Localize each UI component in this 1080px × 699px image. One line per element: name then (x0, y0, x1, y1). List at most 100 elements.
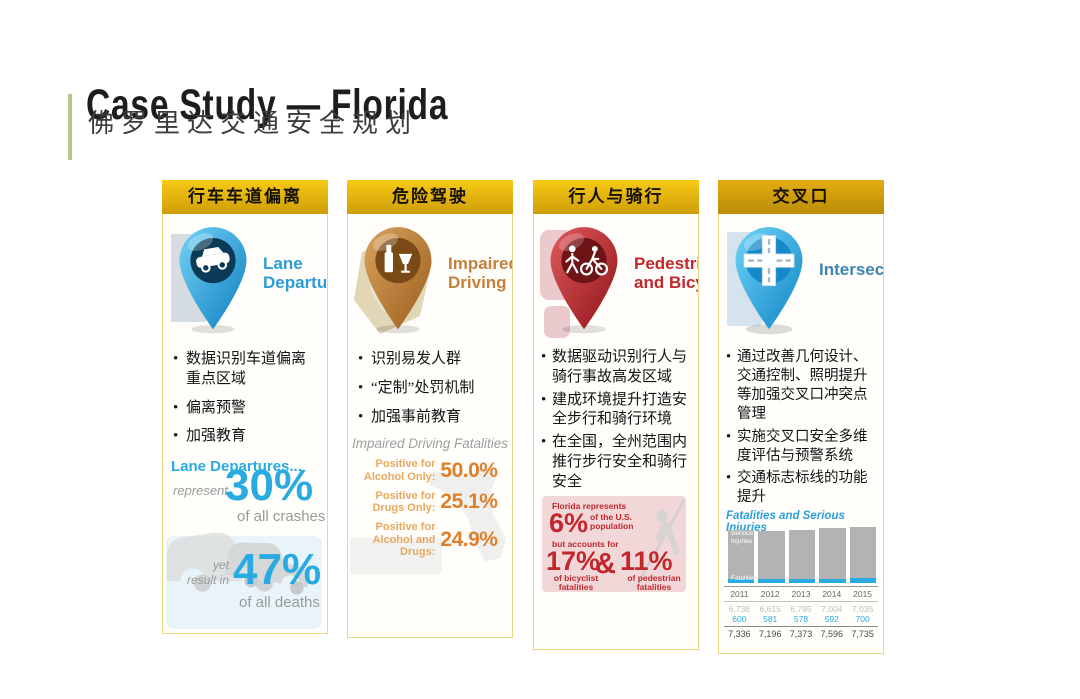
table-cell: 592 (824, 614, 839, 624)
table-cell: 578 (793, 614, 809, 624)
table-cell: 6,795 (790, 604, 812, 614)
chart-bars (728, 527, 877, 583)
stat-caption-deaths: of all deaths (239, 594, 320, 612)
page-subtitle: 佛罗里达交通安全规划 (88, 109, 419, 138)
pedestrian-bicycle-icon (565, 245, 609, 276)
column-intersections: 交叉口 (718, 180, 884, 654)
column-lane-departure: 行车车道偏离 (162, 180, 328, 634)
column-body: Intersections 通过改善几何设计、交通控制、照明提升等加强交叉口冲突… (718, 214, 884, 654)
year-row: 2011 2012 2013 2014 2015 (724, 586, 878, 602)
pin-label-lane-departures: Lane Departures (263, 254, 327, 293)
table-cell: 7,035 (851, 604, 874, 614)
stat-value-crashes: 30% (225, 461, 314, 511)
stat-label: Positive for Alcohol Only: (363, 458, 436, 484)
bullet-item: 加强事前教育 (358, 408, 504, 428)
table-cell: 2013 (791, 589, 811, 599)
car-icon (196, 246, 230, 273)
stacked-bar (788, 529, 816, 583)
pin-area: Lane Departures (163, 214, 327, 342)
stacked-bar-chart: Serious Injuries Fatalities (728, 527, 877, 583)
bottle-and-glass-icon (384, 244, 413, 273)
lane-departure-stats: Lane Departures... represent 30% of all … (163, 456, 327, 632)
legend-fatalities: Fatalities (731, 575, 758, 582)
stat-caption-bicyclist: of bicyclist fatalities (553, 572, 599, 593)
pedestrian-bicyclist-stats: Florida represents 6% of the U.S. popula… (538, 495, 692, 596)
column-header-intersections: 交叉口 (718, 180, 884, 214)
stat-label: Positive for Alcohol and Drugs: (372, 520, 436, 559)
table-cell: 7,004 (821, 604, 843, 614)
table-cell: 7,196 (758, 629, 782, 639)
stat-intro: Florida represents (552, 500, 627, 511)
fatalities-segment (849, 577, 877, 583)
bullet-item: 加强教育 (173, 427, 319, 447)
stat-value: 24.9% (440, 527, 498, 551)
bullet-list: 识别易发人群 “定制”处罚机制加强事前教育 (348, 350, 512, 427)
pin-area: Impaired Driving (348, 214, 512, 342)
bullet-list: 通过改善几何设计、交通控制、照明提升等加强交叉口冲突点管理实施交叉口安全多维度评… (719, 348, 883, 507)
pedestrian-bicycle-pin-icon (550, 227, 618, 334)
bullet-item: 数据识别车道偏离重点区域 (173, 350, 319, 390)
column-pedestrians-bicyclists: 行人与骑行 (533, 180, 699, 650)
table-cell: 2015 (853, 589, 873, 599)
crossroads-icon (743, 235, 795, 287)
legend-serious-injuries: Serious Injuries (731, 530, 754, 546)
column-impaired-driving: 危险驾驶 (347, 180, 513, 638)
table-cell: 6,615 (759, 604, 781, 614)
stat-value: 50.0% (440, 459, 498, 483)
pin-area: Intersections (719, 214, 883, 342)
table-cell: 7,596 (820, 629, 844, 639)
car-crash-illustration (166, 532, 310, 595)
stat-lead-in: represent (173, 483, 228, 499)
stacked-bar (728, 529, 755, 583)
fatalities-segment (819, 578, 846, 583)
stat-value-deaths: 47% (233, 545, 322, 595)
intersection-pin-icon (735, 227, 803, 335)
stat-value-bicyclist: 17% (546, 545, 601, 576)
table-cell: 6,736 (728, 604, 751, 614)
bullet-item: 偏离预警 (173, 399, 319, 419)
pin-label-pedestrians-bicyclists: Pedestrians and Bicyclists (634, 254, 698, 293)
title-accent-bar (68, 94, 72, 160)
pin-label-intersections: Intersections (819, 260, 883, 279)
chart-title: Fatalities and Serious Injuries (726, 510, 845, 534)
stat-caption-population: of the U.S. population (590, 511, 634, 532)
stat-caption-crashes: of all crashes (237, 508, 326, 526)
bullet-item: “定制”处罚机制 (358, 379, 504, 399)
stat-rows: Positive for Alcohol Only: 50.0% Positive … (348, 458, 502, 564)
intersections-stats: Fatalities and Serious Injuries Serious … (719, 510, 883, 640)
car-location-pin-icon (179, 227, 247, 334)
serious-injuries-segment (758, 530, 785, 579)
stat-row: Positive for Drugs Only: 25.1% (348, 490, 502, 515)
bullet-item: 数据驱动识别行人与骑行事故高发区域 (541, 348, 694, 388)
column-header-lane-departure: 行车车道偏离 (162, 180, 328, 214)
table-cell: 2011 (730, 589, 749, 599)
column-header-impaired-driving: 危险驾驶 (347, 180, 513, 214)
serious-injuries-row: 6,736 6,615 6,795 7,004 7,035 (724, 602, 878, 614)
table-cell: 2012 (760, 589, 780, 599)
page-title: Case Study — Florida (86, 80, 449, 129)
bullet-item: 识别易发人群 (358, 350, 504, 370)
stat-label: Positive for Drugs Only: (372, 489, 436, 515)
bullet-list: 数据驱动识别行人与骑行事故高发区域建成环境提升打造安全步行和骑行环境在全国，全州… (534, 348, 698, 493)
pin-label-impaired-driving: Impaired Driving (448, 254, 512, 293)
stacked-bar (758, 530, 785, 583)
stat-caption-pedestrian: of pedestrian fatalities (627, 572, 681, 593)
bullet-item: 建成环境提升打造安全步行和骑行环境 (541, 391, 694, 431)
stacked-bar (819, 528, 846, 583)
table-cell: 600 (732, 614, 747, 624)
fatalities-segment (728, 578, 755, 583)
stat-heading: Lane Departures... (171, 458, 302, 476)
stat-heading: Impaired Driving Fatalities (351, 436, 509, 452)
ampersand-glyph: & (595, 547, 616, 580)
pedestrian-crossing-illustration (636, 498, 686, 585)
serious-injuries-segment (819, 528, 846, 579)
fatalities-segment (788, 578, 816, 583)
stat-row: Positive for Alcohol Only: 50.0% (348, 458, 502, 483)
stat-lead-in: but accounts for (552, 538, 619, 549)
totals-row: 7,336 7,196 7,373 7,596 7,735 (724, 627, 878, 639)
column-body: Lane Departures 数据识别车道偏离重点区域偏离预警加强教育 (162, 214, 328, 634)
table-cell: 700 (855, 614, 870, 624)
serious-injuries-segment (788, 529, 816, 579)
impaired-driving-stats: Impaired Driving Fatalities Positive for… (348, 436, 512, 578)
